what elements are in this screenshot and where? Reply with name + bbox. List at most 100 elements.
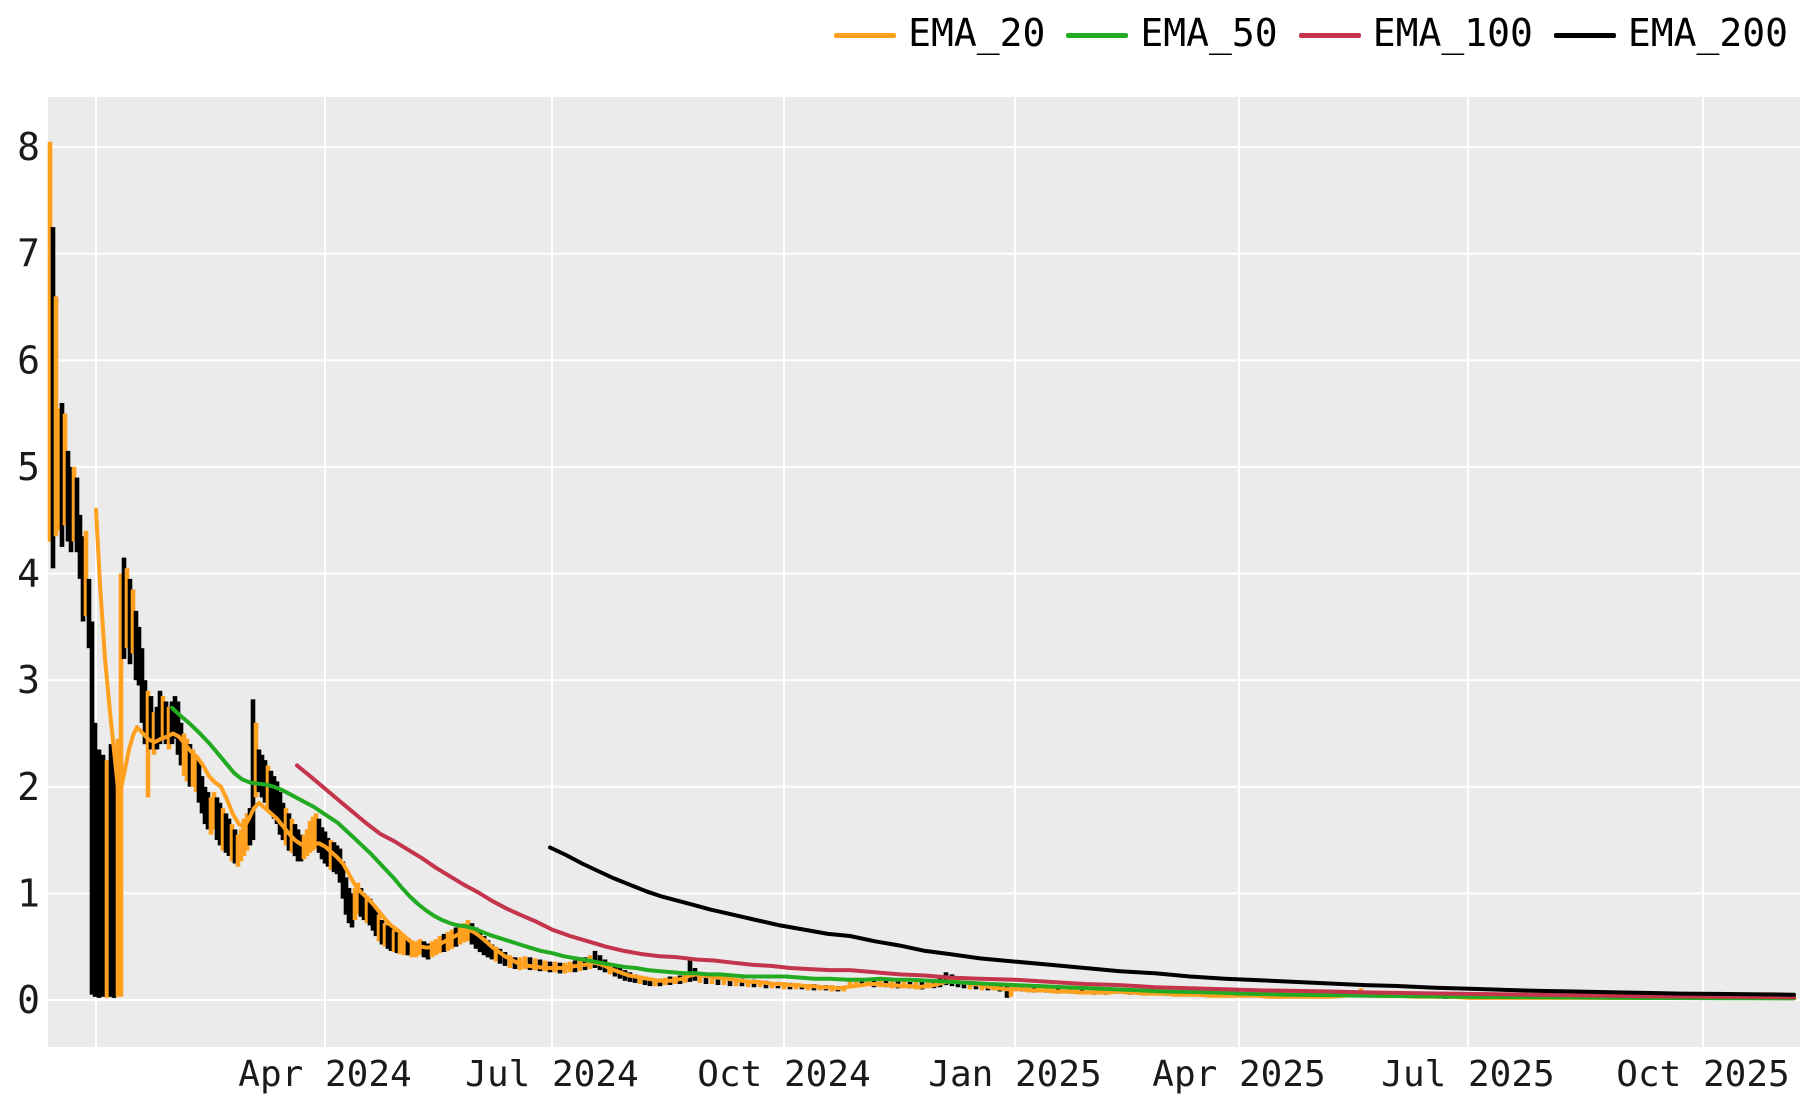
candle-bar <box>175 701 181 755</box>
candle-bar <box>295 829 301 862</box>
ema-50-line-icon <box>1066 32 1129 38</box>
y-tick-label: 8 <box>17 125 40 169</box>
candle-bar <box>405 938 411 956</box>
candle-bar <box>271 776 277 819</box>
candle-bar <box>721 977 727 986</box>
candle-bar <box>349 893 355 928</box>
candle-bar <box>196 760 202 803</box>
candle-bar <box>199 776 205 814</box>
candle-bar <box>709 975 715 984</box>
candle-bar <box>133 610 139 681</box>
candle-bar <box>100 754 106 997</box>
candle-bar <box>847 978 853 988</box>
x-axis-labels: Apr 2024 Jul 2024 Oct 2024 Jan 2025 Apr 2025… <box>238 1054 1789 1095</box>
candle-bar <box>304 829 310 857</box>
y-tick-label: 1 <box>17 871 40 915</box>
candle-bar <box>77 514 83 579</box>
candle-bar <box>473 927 479 949</box>
candle-bar <box>394 931 400 954</box>
candle-bar <box>703 974 709 984</box>
candle-bar <box>238 829 244 862</box>
candle-bar <box>310 816 316 851</box>
x-tick-label: Jul 2024 <box>465 1054 638 1095</box>
candle-bar <box>370 904 376 931</box>
x-tick-label: Oct 2024 <box>697 1054 870 1095</box>
x-tick-label: Jul 2025 <box>1381 1054 1554 1095</box>
candle-bar <box>497 948 503 964</box>
ema-line-ema_200 <box>548 845 1796 997</box>
candle-bar <box>637 975 643 984</box>
candle-bar <box>409 940 415 958</box>
candle-bar <box>865 977 871 987</box>
candle-bar <box>208 797 214 835</box>
candle-bar <box>373 909 379 937</box>
legend-item-ema-200: EMA_200 <box>1553 14 1788 54</box>
candle-bar <box>307 820 313 853</box>
candle-bar <box>397 933 403 955</box>
candle-bar <box>647 977 653 987</box>
candle-bar <box>346 888 352 924</box>
candle-bar <box>493 946 499 962</box>
candle-bar <box>592 950 598 968</box>
candle-bar <box>413 941 419 958</box>
candle-bar <box>253 722 259 798</box>
candle-bar <box>425 943 431 960</box>
candle-bar <box>507 955 513 968</box>
candle-bar <box>130 589 136 654</box>
candle-bar <box>256 749 262 793</box>
candle-bar <box>115 738 121 997</box>
candle-bar <box>967 981 973 990</box>
candle-bar <box>47 141 53 542</box>
candle-bar <box>127 578 133 665</box>
candle-bar <box>172 696 178 739</box>
candle-bar <box>379 920 385 945</box>
candle-bar <box>642 976 648 985</box>
candle-bar <box>340 861 346 899</box>
candle-bar <box>136 626 142 686</box>
candle-bar <box>178 722 184 766</box>
candle-bar <box>259 754 265 798</box>
candle-bar <box>71 466 77 542</box>
x-tick-label: Apr 2025 <box>1152 1054 1325 1095</box>
candle-bar <box>121 557 127 659</box>
legend-label-ema-50: EMA_50 <box>1140 11 1278 55</box>
candle-bar <box>229 824 235 862</box>
ema-20-line-icon <box>834 32 897 38</box>
candle-bar <box>352 888 358 920</box>
candle-bar <box>151 712 157 755</box>
y-tick-label: 7 <box>17 232 40 276</box>
candle-bar <box>145 690 151 798</box>
candle-bar <box>214 797 220 840</box>
candle-bar <box>328 840 334 870</box>
candle-bar <box>157 690 163 745</box>
candle-bar <box>50 227 56 569</box>
candle-bar <box>80 536 86 622</box>
legend-item-ema-50: EMA_50 <box>1066 11 1278 55</box>
candle-bar <box>477 931 483 953</box>
candle-bar <box>388 927 394 951</box>
candle-bar <box>429 941 435 958</box>
candle-bar <box>502 952 508 966</box>
y-tick-label: 0 <box>17 978 40 1022</box>
y-tick-label: 6 <box>17 338 40 382</box>
candle-bar <box>187 744 193 787</box>
candle-bar <box>190 749 196 787</box>
candle-bar <box>65 450 71 542</box>
legend-item-ema-100: EMA_100 <box>1298 11 1533 55</box>
candle-bar <box>56 408 62 531</box>
legend-label-ema-100: EMA_100 <box>1372 11 1533 55</box>
candle-bar <box>632 974 638 983</box>
candle-bar <box>148 696 154 750</box>
plot-area <box>48 97 1800 1047</box>
candle-bar <box>280 802 286 841</box>
candle-bar <box>74 477 80 553</box>
candle-bar <box>202 786 208 825</box>
candle-bar <box>108 744 114 997</box>
candle-bar <box>542 960 548 972</box>
candle-bar <box>532 958 538 971</box>
ema-line-ema_100 <box>295 763 1796 1000</box>
candle-bar <box>485 940 491 958</box>
candle-bar <box>83 530 89 617</box>
candle-bar <box>96 749 102 998</box>
